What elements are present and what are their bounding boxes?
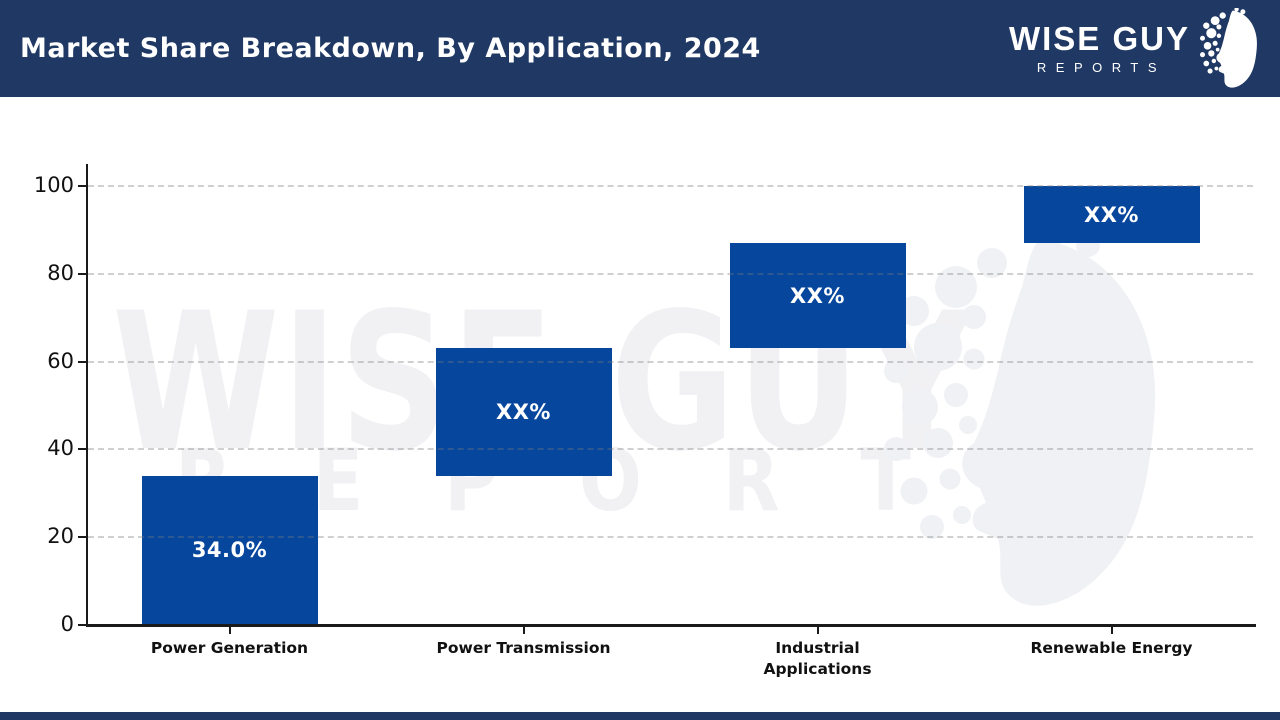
y-tick-mark — [78, 185, 87, 187]
bar-power-generation: 34.0% — [141, 475, 318, 625]
bar-renewable-energy: XX% — [1023, 186, 1200, 244]
x-tick-mark — [522, 625, 525, 634]
bar-industrial-applications: XX% — [729, 243, 906, 349]
y-tick-mark — [78, 448, 87, 451]
y-tick-label: 100 — [33, 173, 74, 197]
wise-guy-logo: WISE GUY REPORTS — [1009, 7, 1262, 90]
bar-value-label: XX% — [1084, 202, 1139, 227]
watermark-face — [872, 222, 1172, 618]
y-tick-label: 40 — [47, 436, 74, 461]
header-bar: Market Share Breakdown, By Application, … — [0, 0, 1280, 97]
x-axis-line — [86, 624, 1256, 627]
bar-value-label: XX% — [496, 400, 551, 425]
x-tick-mark — [816, 625, 819, 634]
footer-bar — [0, 712, 1280, 720]
y-tick-mark — [78, 360, 87, 363]
logo-face-icon — [1192, 7, 1266, 90]
y-tick-label: 80 — [47, 260, 74, 285]
page-title: Market Share Breakdown, By Application, … — [20, 33, 761, 64]
y-tick-label: 20 — [47, 524, 74, 549]
gridline — [88, 536, 1253, 539]
logo-subtitle: REPORTS — [1036, 60, 1167, 75]
y-tick-mark — [78, 272, 87, 275]
gridline — [88, 185, 1253, 187]
logo-wordmark: WISE GUY — [1008, 20, 1190, 57]
category-label: Power Generation — [150, 639, 309, 657]
y-tick-mark — [78, 536, 87, 539]
gridline — [88, 448, 1253, 451]
y-tick-label: 60 — [47, 348, 74, 373]
category-label: Power Transmission — [436, 639, 611, 657]
category-label: Industrial Applications — [763, 639, 872, 678]
bar-power-transmission: XX% — [435, 348, 612, 476]
logo-text: WISE GUY REPORTS — [1009, 20, 1190, 75]
bar-value-label: XX% — [790, 283, 845, 308]
y-tick-mark — [78, 624, 87, 626]
x-tick-mark — [228, 625, 231, 634]
category-label: Renewable Energy — [1030, 639, 1193, 657]
y-axis-line — [86, 164, 88, 626]
bar-value-label: 34.0% — [191, 538, 268, 563]
x-tick-mark — [1110, 625, 1113, 634]
y-tick-label: 0 — [60, 612, 74, 636]
gridline — [88, 272, 1253, 275]
gridline — [88, 360, 1253, 363]
